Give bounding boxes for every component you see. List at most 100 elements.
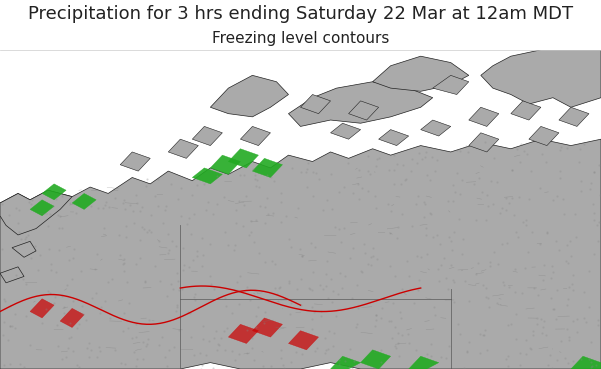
Point [455, 148, 465, 154]
Point [510, 289, 520, 295]
Point [182, 221, 192, 227]
Point [439, 255, 448, 261]
Point [397, 211, 407, 217]
Point [541, 159, 551, 165]
Point [73, 362, 82, 368]
Point [529, 328, 538, 334]
Point [184, 215, 194, 221]
Point [421, 149, 431, 155]
Point [569, 318, 578, 324]
Point [302, 184, 311, 190]
Point [308, 169, 318, 175]
Point [384, 318, 394, 324]
Point [553, 193, 563, 199]
Point [266, 363, 276, 369]
Point [501, 195, 511, 201]
Polygon shape [469, 133, 499, 152]
Point [157, 334, 167, 340]
Point [142, 229, 152, 235]
Point [46, 267, 56, 273]
Point [234, 351, 244, 357]
Point [141, 279, 150, 284]
Point [586, 180, 596, 186]
Point [20, 236, 29, 242]
Point [448, 182, 458, 187]
Point [219, 194, 228, 200]
Point [209, 286, 219, 292]
Point [594, 322, 601, 328]
Point [270, 285, 279, 291]
Point [364, 261, 373, 267]
Polygon shape [30, 200, 54, 216]
Point [515, 350, 525, 356]
Point [352, 282, 362, 288]
Point [348, 190, 358, 196]
Point [514, 194, 523, 200]
Point [45, 290, 55, 296]
Point [279, 365, 289, 369]
Point [556, 144, 566, 150]
Point [47, 203, 57, 209]
Point [204, 199, 213, 204]
Point [135, 237, 144, 243]
Point [560, 355, 570, 361]
Point [132, 200, 142, 206]
Point [539, 262, 549, 268]
Point [198, 252, 207, 258]
Point [4, 213, 14, 218]
Point [553, 287, 563, 293]
Point [522, 151, 532, 156]
Point [84, 339, 94, 345]
Point [213, 347, 222, 353]
Point [556, 338, 566, 344]
Point [327, 207, 337, 213]
Point [245, 232, 254, 238]
Point [335, 270, 345, 276]
Point [65, 200, 75, 206]
Point [250, 176, 260, 182]
Point [322, 271, 331, 277]
Point [26, 201, 36, 207]
Point [594, 219, 601, 225]
Point [409, 300, 418, 306]
Point [77, 303, 87, 309]
Point [520, 265, 529, 271]
Point [222, 325, 232, 331]
Point [315, 176, 325, 182]
Point [164, 347, 174, 353]
Point [444, 234, 454, 240]
Point [449, 279, 459, 285]
Point [177, 286, 187, 292]
Polygon shape [228, 149, 258, 168]
Point [533, 292, 543, 297]
Point [304, 160, 313, 166]
Point [55, 247, 64, 253]
Point [58, 193, 67, 199]
Point [121, 223, 130, 229]
Point [377, 305, 387, 311]
Point [365, 171, 375, 177]
Point [478, 332, 488, 338]
Point [43, 288, 52, 294]
Point [163, 250, 173, 256]
Point [119, 259, 129, 265]
Point [352, 324, 361, 330]
Point [158, 221, 168, 227]
Point [501, 356, 511, 362]
Point [242, 327, 251, 332]
Point [326, 171, 336, 177]
Point [3, 337, 13, 343]
Point [82, 317, 91, 323]
Point [576, 187, 586, 193]
Point [422, 225, 432, 231]
Point [70, 246, 79, 252]
Point [247, 335, 257, 341]
Point [206, 273, 215, 279]
Point [377, 315, 386, 321]
Point [427, 353, 436, 359]
Point [198, 336, 208, 342]
Point [563, 145, 572, 151]
Point [138, 224, 147, 230]
Polygon shape [331, 123, 361, 139]
Point [589, 217, 599, 223]
